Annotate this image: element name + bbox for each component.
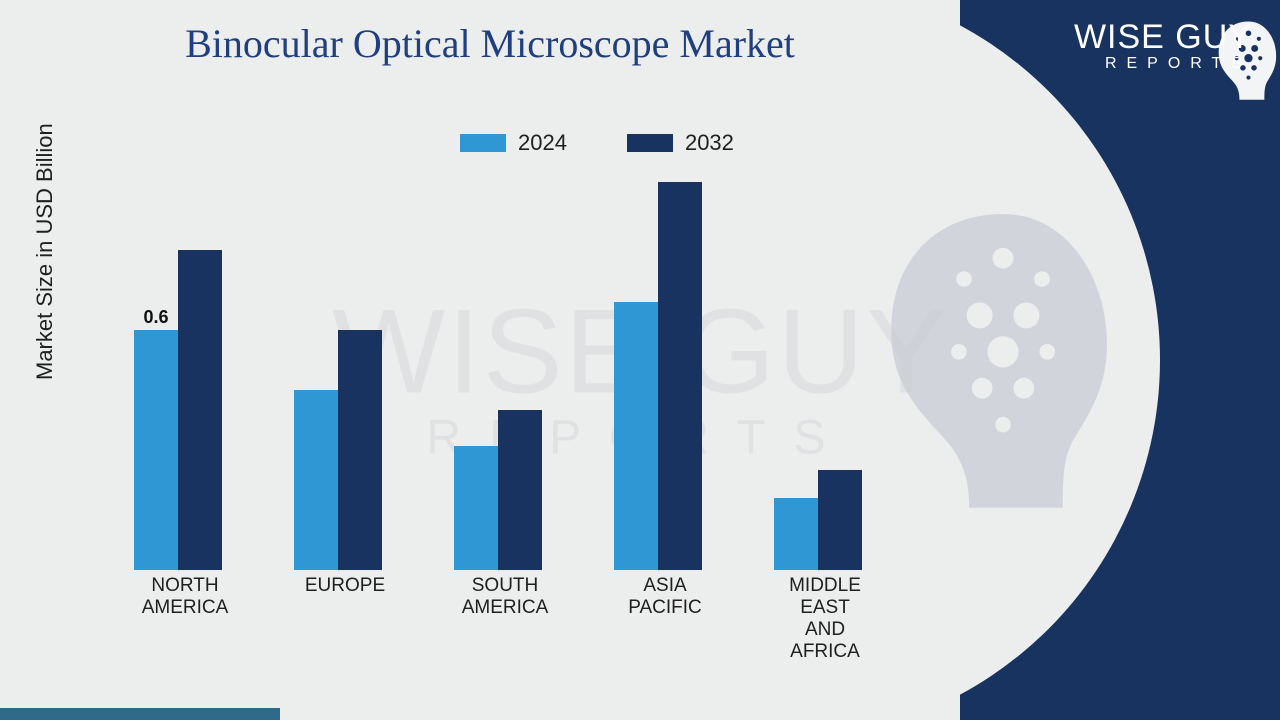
legend-item-2024: 2024	[460, 130, 567, 156]
plot-area: 0.6	[130, 170, 920, 570]
x-axis-category-label: ASIA PACIFIC	[595, 575, 735, 619]
bar-series-a	[294, 390, 338, 570]
bar-series-a: 0.6	[134, 330, 178, 570]
legend-swatch-2024	[460, 134, 506, 152]
legend-label-2024: 2024	[518, 130, 567, 156]
bar-series-b	[818, 470, 862, 570]
bar-series-b	[338, 330, 382, 570]
bar-series-a	[454, 446, 498, 570]
bar-series-b	[498, 410, 542, 570]
bottom-accent-bar	[0, 708, 280, 720]
bar-series-b	[178, 250, 222, 570]
brand-logo-line2: REPORTS	[1074, 55, 1252, 73]
y-axis-label: Market Size in USD Billion	[32, 123, 58, 380]
x-axis-category-label: MIDDLE EAST AND AFRICA	[755, 575, 895, 662]
bar-value-label: 0.6	[134, 307, 178, 330]
x-axis-category-label: EUROPE	[275, 575, 415, 597]
legend-swatch-2032	[627, 134, 673, 152]
bar-series-b	[658, 182, 702, 570]
x-axis-category-label: SOUTH AMERICA	[435, 575, 575, 619]
bar-chart: 0.6	[100, 170, 920, 570]
legend-label-2032: 2032	[685, 130, 734, 156]
brand-logo: WISE GUY REPORTS	[1074, 18, 1252, 73]
page-root: WISE GUY REPORTS WISE GUY REPORTS Binocu…	[0, 0, 1280, 720]
brand-logo-line1: WISE GUY	[1074, 18, 1252, 57]
bar-series-a	[774, 498, 818, 570]
chart-legend: 2024 2032	[460, 130, 734, 156]
bar-series-a	[614, 302, 658, 570]
legend-item-2032: 2032	[627, 130, 734, 156]
x-axis-category-label: NORTH AMERICA	[115, 575, 255, 619]
chart-title: Binocular Optical Microscope Market	[80, 20, 900, 67]
